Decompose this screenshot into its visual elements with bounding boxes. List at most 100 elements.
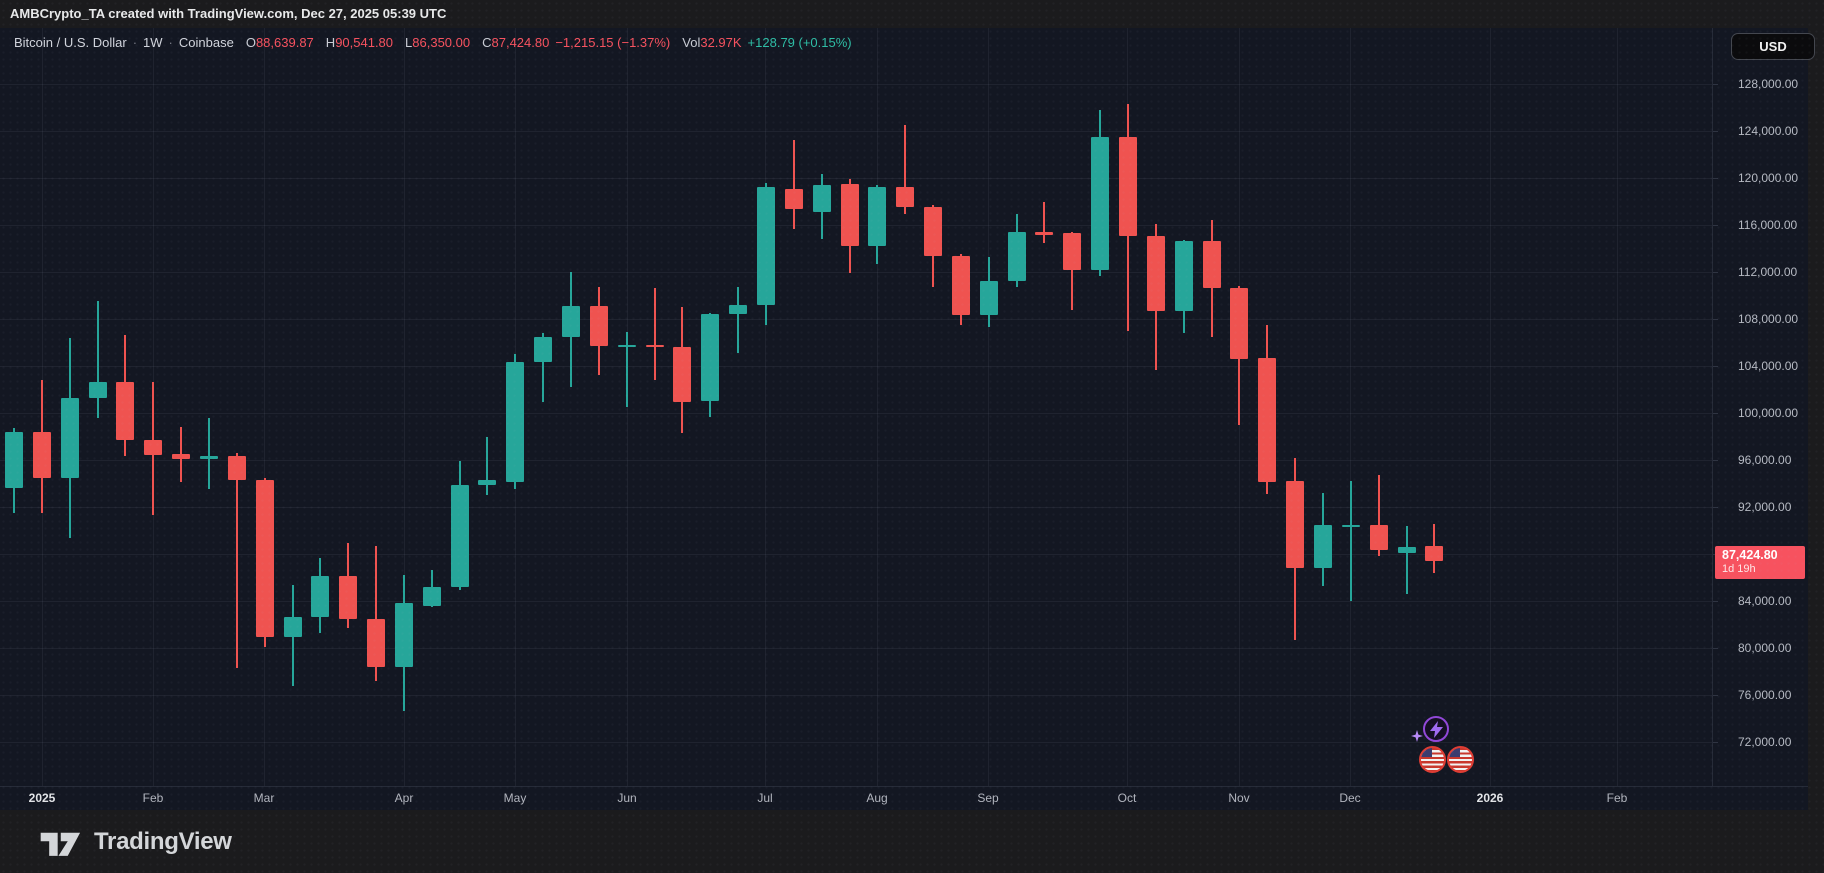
candle-body (394, 603, 413, 667)
time-axis-label: Jul (757, 791, 773, 805)
candle-body (951, 255, 970, 316)
last-price-badge: 87,424.80 1d 19h (1715, 546, 1805, 579)
price-axis[interactable]: 87,424.80 1d 19h 128,000.00 124,000.00 120… (1712, 28, 1808, 786)
candle-body (5, 431, 23, 489)
separator: · (132, 35, 138, 50)
candle-body (840, 183, 859, 247)
candle-body (534, 336, 553, 363)
time-axis[interactable]: 2025 Feb Mar Apr May Jun Jul Aug Sep Oct Nov Dec 202… (0, 786, 1808, 810)
time-axis-label: Feb (1606, 791, 1628, 805)
candle-wick (737, 287, 740, 354)
candle-body (673, 347, 692, 403)
price-gridline (0, 554, 1712, 555)
candle-body (589, 306, 608, 346)
candle-body (1035, 232, 1054, 235)
candle-body (1146, 235, 1165, 311)
price-gridline (0, 366, 1712, 367)
tradingview-logo-icon[interactable] (38, 825, 82, 859)
price-axis-tick (1713, 742, 1718, 743)
candle-body (1286, 481, 1305, 569)
candle-body (1230, 288, 1249, 359)
price-axis-label: 120,000.00 (1738, 171, 1799, 185)
candle-body (1063, 233, 1082, 270)
candle-body (1258, 357, 1277, 483)
candle-body (367, 618, 386, 667)
symbol-legend: Bitcoin / U.S. Dollar · 1W · Coinbase O8… (14, 35, 852, 50)
candle-wick (1043, 201, 1046, 243)
close-letter: C (482, 35, 492, 50)
candle-body (1397, 546, 1416, 553)
price-axis-label: 128,000.00 (1738, 77, 1799, 91)
price-axis-label: 72,000.00 (1738, 735, 1792, 749)
price-gridline (0, 413, 1712, 414)
candle-body (60, 397, 79, 478)
candle-body (756, 187, 775, 305)
candle-body (450, 484, 469, 587)
price-axis-tick (1713, 131, 1718, 132)
price-axis-tick (1713, 225, 1718, 226)
candle-wick (207, 417, 210, 490)
time-gridline (988, 28, 989, 786)
time-gridline (877, 28, 878, 786)
attribution-bar: AMBCrypto_TA created with TradingView.co… (0, 0, 1824, 28)
candle-body (1369, 524, 1388, 551)
candle-body (422, 586, 441, 606)
footer-bar: TradingView (0, 810, 1824, 873)
candle-wick (542, 333, 545, 403)
exchange-label[interactable]: Coinbase (178, 35, 234, 50)
candle-wick (1405, 525, 1408, 594)
close-value: C87,424.80 (482, 35, 550, 50)
price-gridline (0, 648, 1712, 649)
time-axis-label: May (503, 791, 527, 805)
currency-toggle-button[interactable]: USD (1731, 33, 1815, 60)
volume-change-value: +128.79 (+0.15%) (747, 35, 852, 50)
candle-body (116, 382, 135, 440)
price-gridline (0, 272, 1712, 273)
us-flag-event-icon[interactable] (1447, 746, 1474, 773)
lightning-event-icon[interactable] (1423, 716, 1449, 742)
candle-body (227, 456, 246, 480)
candle-wick (96, 301, 99, 418)
last-price-value: 87,424.80 (1722, 548, 1778, 562)
chart-canvas[interactable]: Bitcoin / U.S. Dollar · 1W · Coinbase O8… (0, 28, 1712, 786)
price-axis-label: 96,000.00 (1738, 453, 1792, 467)
frame-right (1808, 28, 1824, 810)
time-gridline (1350, 28, 1351, 786)
price-gridline (0, 507, 1712, 508)
candle-body (1313, 524, 1332, 569)
price-axis-tick (1713, 366, 1718, 367)
symbol-title[interactable]: Bitcoin / U.S. Dollar (14, 35, 127, 50)
price-axis-tick (1713, 695, 1718, 696)
price-axis-tick (1713, 272, 1718, 273)
bar-countdown: 1d 19h (1722, 563, 1756, 575)
candle-body (1341, 524, 1360, 528)
price-axis-label: 108,000.00 (1738, 312, 1799, 326)
separator: · (168, 35, 173, 50)
time-axis-label: Dec (1339, 791, 1361, 805)
candle-wick (486, 436, 489, 496)
price-axis-label: 100,000.00 (1738, 406, 1799, 420)
open-letter: O (245, 35, 256, 50)
sparkle-icon (1411, 729, 1423, 747)
candle-body (1202, 241, 1221, 289)
time-gridline (1127, 28, 1128, 786)
candle-body (1119, 136, 1137, 236)
price-axis-label: 116,000.00 (1738, 218, 1798, 232)
candle-wick (375, 545, 378, 681)
us-flag-event-icon[interactable] (1419, 746, 1446, 773)
candle-body (478, 479, 497, 485)
tradingview-wordmark[interactable]: TradingView (94, 827, 232, 855)
price-axis-tick (1713, 178, 1718, 179)
candle-body (784, 188, 803, 209)
candle-body (1007, 232, 1026, 282)
open-value: O88,639.87 (245, 35, 314, 50)
price-axis-tick (1713, 319, 1718, 320)
candle-body (88, 382, 107, 398)
price-axis-tick (1713, 460, 1718, 461)
price-gridline (0, 84, 1712, 85)
interval-label[interactable]: 1W (143, 35, 163, 50)
price-axis-label: 104,000.00 (1738, 359, 1799, 373)
time-axis-label: Feb (142, 791, 164, 805)
candle-body (339, 576, 358, 619)
candle-wick (625, 331, 628, 408)
